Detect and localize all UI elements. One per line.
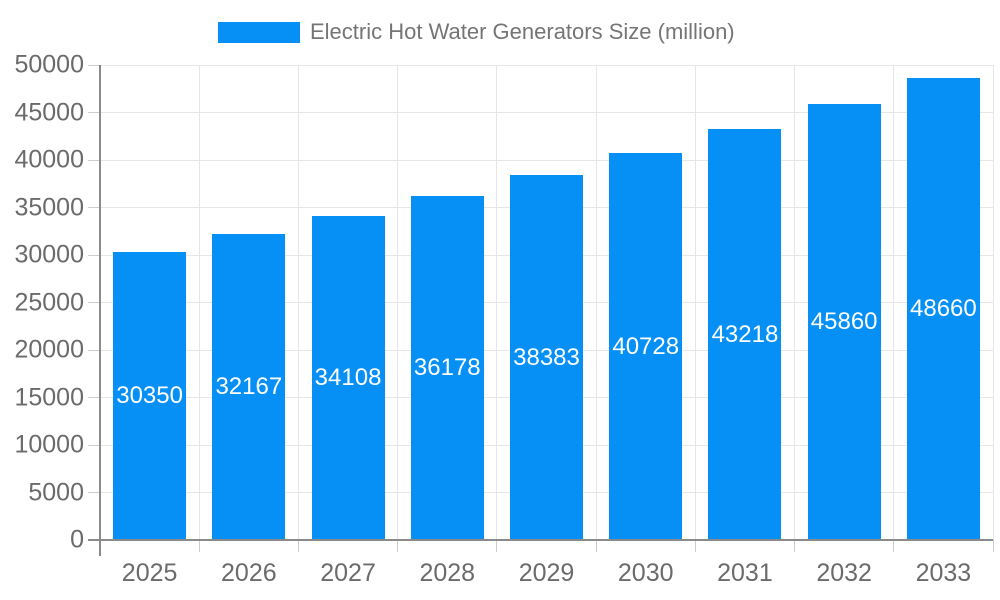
y-axis-line (99, 65, 101, 556)
bar (510, 175, 583, 540)
legend-label: Electric Hot Water Generators Size (mill… (310, 19, 735, 44)
y-tick-label: 30000 (14, 240, 84, 269)
y-tick (88, 207, 100, 208)
bar-value-label: 34108 (314, 363, 382, 391)
gridline-v (397, 65, 399, 540)
bar (807, 104, 881, 540)
x-tick-label: 2028 (419, 559, 476, 587)
y-tick (88, 397, 100, 398)
gridline-h (100, 159, 993, 161)
y-tick (88, 302, 100, 303)
y-tick (88, 64, 100, 66)
gridline-v (198, 65, 200, 540)
x-tick (992, 540, 994, 552)
gridline-v (794, 65, 796, 540)
legend-swatch (218, 21, 300, 43)
y-tick (88, 444, 100, 446)
y-tick-label: 0 (70, 525, 84, 554)
y-tick-label: 35000 (14, 193, 84, 221)
y-tick-label: 10000 (14, 430, 84, 459)
x-tick-label: 2033 (915, 559, 972, 587)
bar-value-label: 30350 (116, 381, 183, 409)
y-tick-label: 50000 (14, 50, 84, 79)
x-tick (496, 540, 498, 552)
y-tick (88, 159, 100, 161)
bar-value-label: 36178 (413, 354, 481, 382)
y-tick-label: 15000 (14, 383, 84, 411)
gridline-h (100, 64, 993, 66)
gridline-v (297, 65, 299, 540)
bar (311, 215, 385, 540)
x-tick (794, 540, 796, 552)
legend: Electric Hot Water Generators Size (mill… (218, 21, 735, 43)
bar-value-label: 45860 (810, 308, 878, 336)
bar-value-label: 43218 (711, 320, 779, 348)
bar-value-label: 48660 (910, 294, 977, 322)
bar (906, 77, 980, 540)
bar (609, 153, 683, 540)
x-tick (397, 540, 399, 552)
x-tick-label: 2025 (121, 559, 178, 587)
gridline-v (893, 65, 895, 540)
x-tick-label: 2026 (221, 559, 277, 587)
x-tick-label: 2030 (617, 559, 674, 587)
bar (113, 251, 187, 540)
y-tick (88, 349, 100, 351)
x-tick (297, 540, 299, 552)
y-tick (88, 254, 100, 256)
gridline-v (694, 65, 696, 540)
x-tick (893, 540, 895, 552)
bar-value-label: 40728 (612, 332, 680, 360)
bar (708, 129, 782, 540)
bar (212, 234, 286, 540)
x-tick (694, 540, 696, 552)
y-tick-label: 25000 (14, 288, 84, 316)
x-tick-label: 2027 (320, 559, 376, 587)
gridline-v (992, 65, 994, 540)
gridline-v (595, 65, 597, 540)
gridline-v (496, 65, 498, 540)
x-tick (595, 540, 597, 552)
x-axis-line (88, 539, 993, 541)
bar-value-label: 32167 (215, 373, 283, 401)
y-tick-label: 40000 (14, 145, 84, 174)
x-tick-label: 2029 (518, 559, 575, 587)
y-tick (88, 112, 100, 113)
gridline-h (100, 112, 993, 113)
x-tick-label: 2032 (816, 559, 872, 587)
y-tick-label: 45000 (14, 98, 84, 126)
y-tick-label: 5000 (28, 478, 84, 506)
y-tick-label: 20000 (14, 335, 84, 364)
bar-value-label: 38383 (513, 343, 580, 371)
y-tick (88, 492, 100, 493)
x-tick-label: 2031 (717, 559, 773, 587)
bar (410, 196, 484, 540)
x-tick (198, 540, 200, 552)
